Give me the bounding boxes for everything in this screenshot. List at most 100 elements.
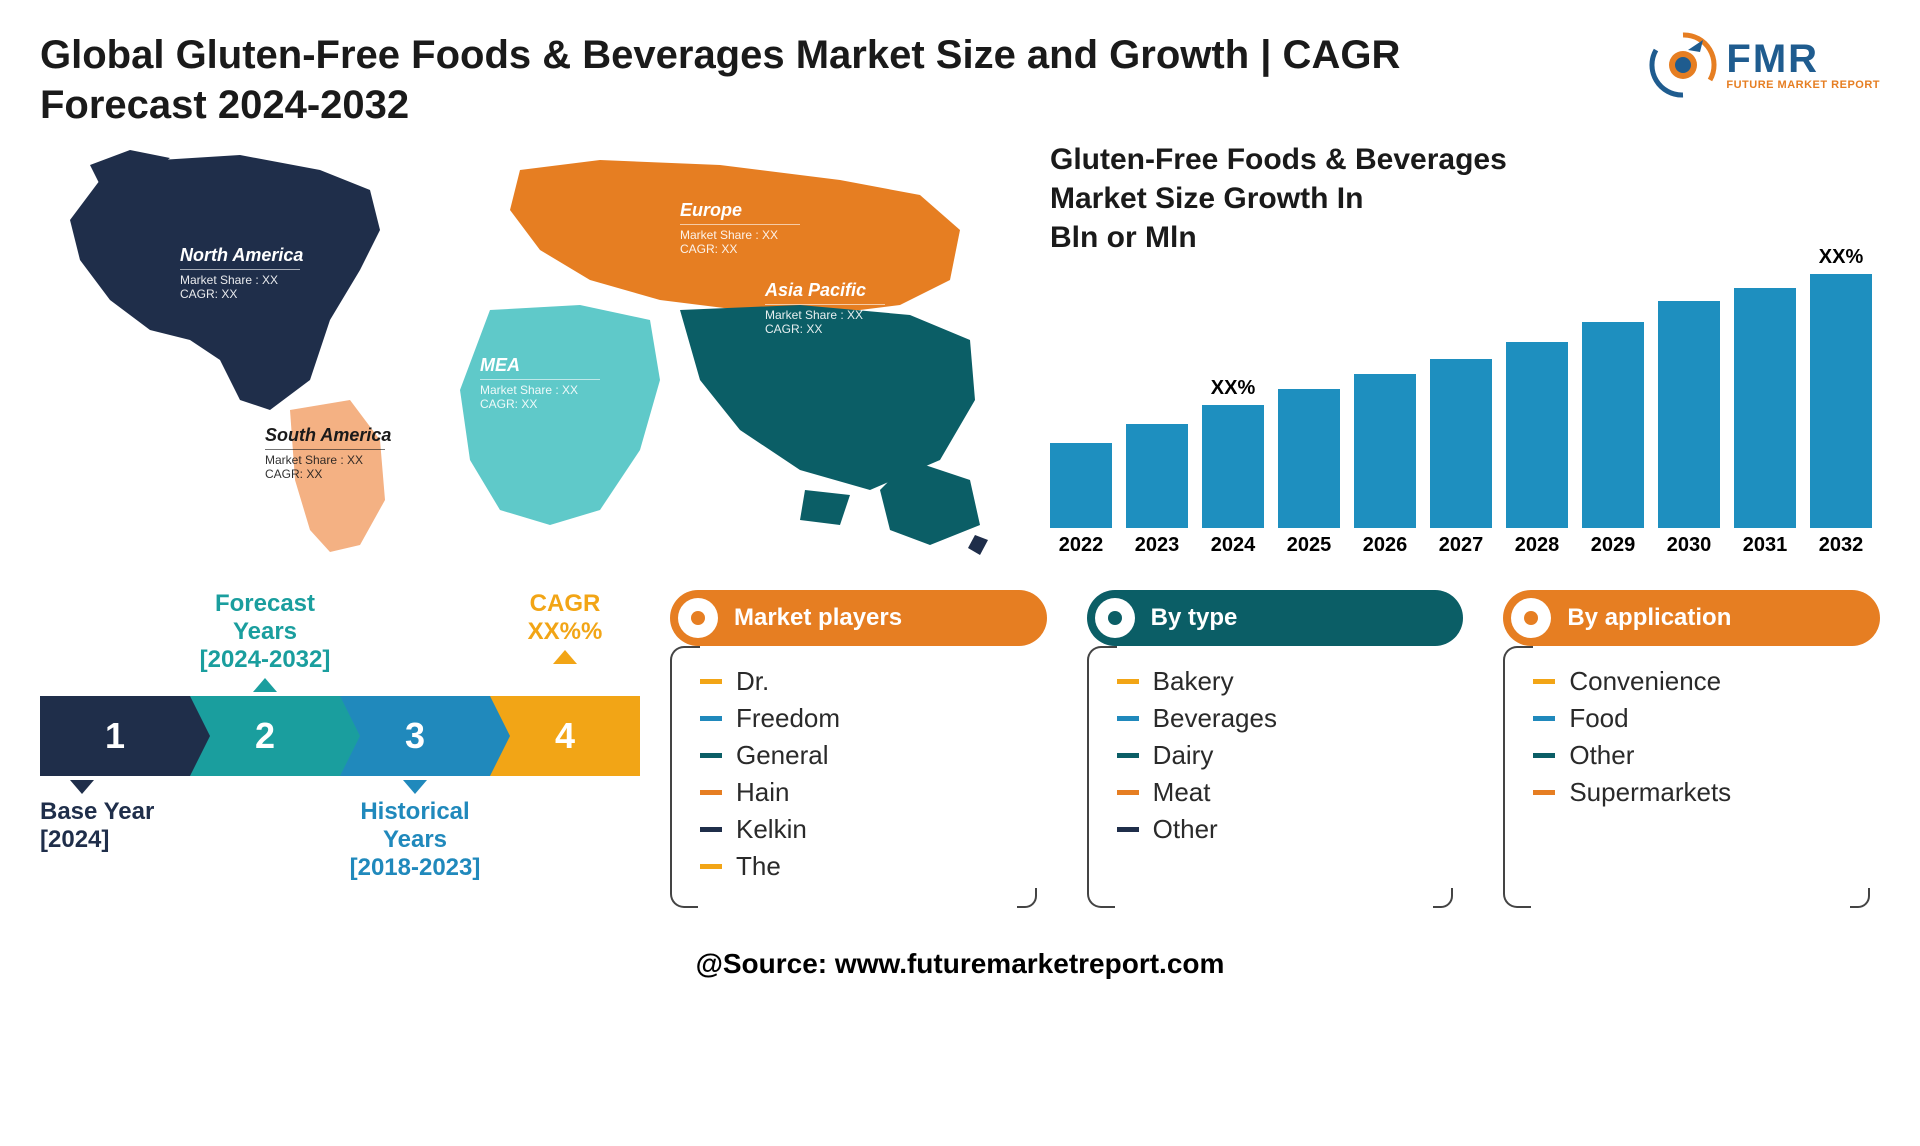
bar: XX% [1810, 274, 1872, 528]
region-mea: MEAMarket Share : XXCAGR: XX [480, 355, 600, 411]
bar-year-label: 2023 [1135, 534, 1180, 557]
pill-title: By application [1567, 604, 1731, 632]
pill-item: Bakery [1117, 666, 1444, 697]
region-name: Europe [680, 200, 800, 221]
pill-dash-icon [1533, 716, 1555, 721]
pill-item-text: Bakery [1153, 666, 1234, 697]
pill-title: By type [1151, 604, 1238, 632]
cagr-value: XX%% [490, 618, 640, 646]
bar [1506, 342, 1568, 528]
forecast-label-text: Forecast Years [215, 590, 315, 645]
pill-dash-icon [1117, 679, 1139, 684]
pill-dash-icon [1117, 753, 1139, 758]
forecast-range: [2024-2032] [190, 646, 340, 674]
timeline-box-2: 2 [190, 696, 340, 776]
bar [1430, 359, 1492, 528]
pill-list: Dr.FreedomGeneralHainKelkinThe [670, 666, 1047, 908]
bar [1050, 443, 1112, 528]
pill-header: By type [1087, 590, 1464, 646]
timeline-boxes: 1234 [40, 696, 640, 776]
cagr-label: CAGR XX%% [490, 590, 640, 646]
region-market-share: Market Share : XX [480, 383, 600, 397]
top-section: North AmericaMarket Share : XXCAGR: XXSo… [40, 140, 1880, 560]
bar-2030: 2030 [1658, 301, 1720, 557]
chart-title-l1: Gluten-Free Foods & Beverages [1050, 143, 1507, 176]
bar [1126, 424, 1188, 528]
pill-dot-icon [678, 598, 718, 638]
pill-item-text: Food [1569, 703, 1628, 734]
pill-item-text: Supermarkets [1569, 777, 1731, 808]
region-market-share: Market Share : XX [680, 228, 800, 242]
region-cagr: CAGR: XX [480, 397, 600, 411]
pill-columns: Market playersDr.FreedomGeneralHainKelki… [670, 590, 1880, 908]
pill-dot-icon [1095, 598, 1135, 638]
pill-dash-icon [700, 716, 722, 721]
bar-2023: 2023 [1126, 424, 1188, 557]
pill-item-text: Freedom [736, 703, 840, 734]
hist-arrow [403, 780, 427, 794]
pill-dash-icon [1117, 716, 1139, 721]
pill-item: Beverages [1117, 703, 1444, 734]
bar-year-label: 2029 [1591, 534, 1636, 557]
pill-dash-icon [700, 753, 722, 758]
pill-list: ConvenienceFoodOtherSupermarkets [1503, 666, 1880, 834]
bar-2025: 2025 [1278, 389, 1340, 557]
hist-range: [2018-2023] [340, 854, 490, 882]
pill-item-text: Dairy [1153, 740, 1214, 771]
region-name: Asia Pacific [765, 280, 885, 301]
pill-item: Freedom [700, 703, 1027, 734]
logo-fmr-text: FMR [1726, 39, 1880, 79]
pill-item: Dr. [700, 666, 1027, 697]
timeline: Forecast Years [2024-2032] CAGR XX%% 123… [40, 590, 640, 882]
bar [1658, 301, 1720, 528]
region-cagr: CAGR: XX [765, 322, 885, 336]
pill-dash-icon [1117, 827, 1139, 832]
region-market-share: Market Share : XX [180, 273, 303, 287]
region-cagr: CAGR: XX [265, 467, 391, 481]
pill-item-text: General [736, 740, 829, 771]
region-market-share: Market Share : XX [265, 453, 391, 467]
pill-item: The [700, 851, 1027, 882]
pill-dash-icon [700, 864, 722, 869]
pill-dash-icon [700, 679, 722, 684]
pill-item-text: Kelkin [736, 814, 807, 845]
bar-2032: XX% 2032 [1810, 274, 1872, 557]
bar-annot-2024: XX% [1211, 377, 1255, 400]
pill-item-text: Beverages [1153, 703, 1277, 734]
pill-title: Market players [734, 604, 902, 632]
bar: XX% [1202, 405, 1264, 528]
bar-year-label: 2032 [1819, 534, 1864, 557]
bar-2022: 2022 [1050, 443, 1112, 557]
bar-2024: XX%2024 [1202, 405, 1264, 557]
pill-dash-icon [1533, 753, 1555, 758]
bar-year-label: 2026 [1363, 534, 1408, 557]
bar-2027: 2027 [1430, 359, 1492, 557]
bracket-end-icon [1850, 888, 1870, 908]
page-title: Global Gluten-Free Foods & Beverages Mar… [40, 30, 1440, 130]
bar-year-label: 2031 [1743, 534, 1788, 557]
pill-header: By application [1503, 590, 1880, 646]
pill-column: Market playersDr.FreedomGeneralHainKelki… [670, 590, 1047, 908]
bar-2029: 2029 [1582, 322, 1644, 557]
hist-label: Historical Years [2018-2023] [340, 798, 490, 882]
bar-year-label: 2028 [1515, 534, 1560, 557]
pill-item: Convenience [1533, 666, 1860, 697]
pill-item: Meat [1117, 777, 1444, 808]
bar-year-label: 2025 [1287, 534, 1332, 557]
header: Global Gluten-Free Foods & Beverages Mar… [40, 30, 1880, 130]
bar-year-label: 2027 [1439, 534, 1484, 557]
bar-2026: 2026 [1354, 374, 1416, 557]
bracket-end-icon [1433, 888, 1453, 908]
pill-item: General [700, 740, 1027, 771]
pill-column: By type Bakery Beverages Dairy Meat Other [1087, 590, 1464, 908]
bar-year-label: 2030 [1667, 534, 1712, 557]
forecast-label: Forecast Years [2024-2032] [190, 590, 340, 674]
growth-chart: Gluten-Free Foods & Beverages Market Siz… [1030, 140, 1880, 560]
bar-2031: 2031 [1734, 288, 1796, 557]
region-cagr: CAGR: XX [680, 242, 800, 256]
bar [1734, 288, 1796, 528]
region-cagr: CAGR: XX [180, 287, 303, 301]
bottom-section: Forecast Years [2024-2032] CAGR XX%% 123… [40, 590, 1880, 908]
pill-item: Other [1117, 814, 1444, 845]
pill-dash-icon [700, 827, 722, 832]
